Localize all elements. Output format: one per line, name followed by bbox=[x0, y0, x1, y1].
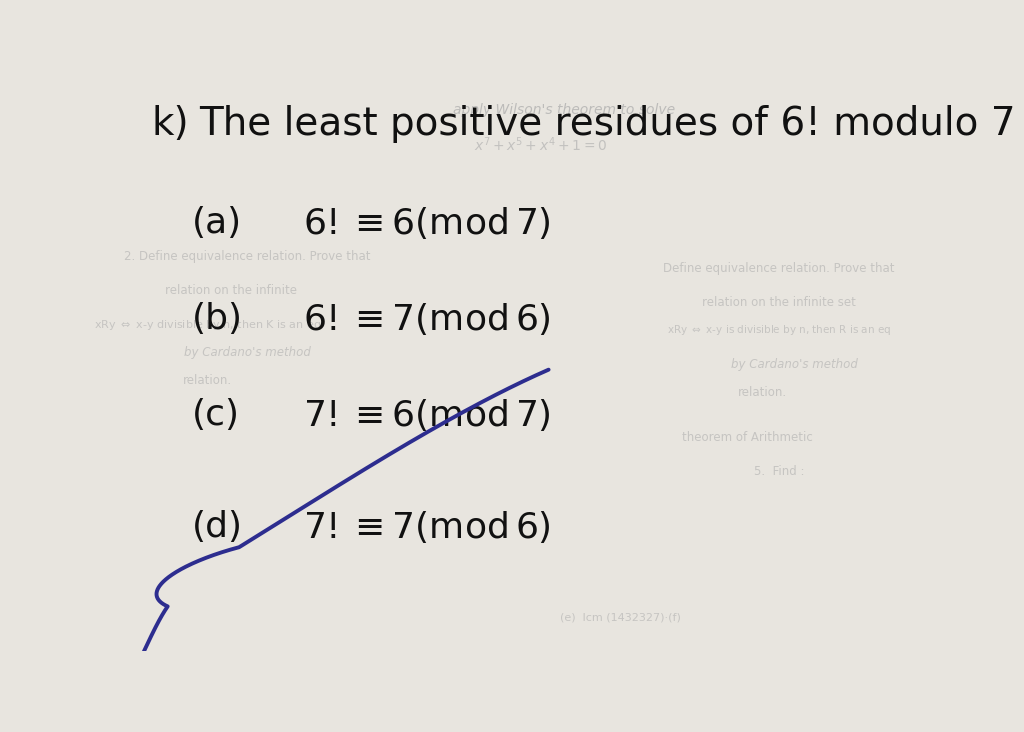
Text: k): k) bbox=[152, 105, 189, 143]
Text: (a): (a) bbox=[191, 206, 242, 240]
Text: Define equivalence relation. Prove that: Define equivalence relation. Prove that bbox=[663, 262, 895, 274]
Text: $7! \equiv 7\left(\mathrm{mod}\,6\right)$: $7! \equiv 7\left(\mathrm{mod}\,6\right)… bbox=[303, 509, 551, 545]
Text: apply Wilson's theorem to solve: apply Wilson's theorem to solve bbox=[454, 103, 676, 117]
Text: $6! \equiv 6\left(\mathrm{mod}\,7\right)$: $6! \equiv 6\left(\mathrm{mod}\,7\right)… bbox=[303, 205, 551, 241]
Text: xRy $\Leftrightarrow$ x-y is divisible by n, then R is an eq: xRy $\Leftrightarrow$ x-y is divisible b… bbox=[667, 324, 891, 337]
Text: relation.: relation. bbox=[183, 375, 231, 387]
Text: $x^7 + x^5 + x^4 + 1 = 0$: $x^7 + x^5 + x^4 + 1 = 0$ bbox=[474, 135, 607, 154]
Text: theorem of Arithmetic: theorem of Arithmetic bbox=[682, 431, 812, 444]
Text: (c): (c) bbox=[191, 397, 240, 432]
Text: relation on the infinite set: relation on the infinite set bbox=[701, 296, 856, 308]
Text: 5.  Find :: 5. Find : bbox=[754, 465, 804, 477]
Text: by Cardano's method: by Cardano's method bbox=[731, 357, 858, 370]
Text: (e)  lcm (1432327)·(f): (e) lcm (1432327)·(f) bbox=[559, 613, 681, 623]
Text: (d): (d) bbox=[191, 510, 243, 545]
Text: (b): (b) bbox=[191, 302, 243, 336]
Text: The least positive residues of 6! modulo 7 is :: The least positive residues of 6! modulo… bbox=[200, 105, 1024, 143]
Text: xRy $\Leftrightarrow$ x-y divisible by n, then K is an eq: xRy $\Leftrightarrow$ x-y divisible by n… bbox=[93, 318, 322, 332]
Text: by Cardano's method: by Cardano's method bbox=[183, 346, 310, 359]
Text: $6! \equiv 7\left(\mathrm{mod}\,6\right)$: $6! \equiv 7\left(\mathrm{mod}\,6\right)… bbox=[303, 301, 551, 337]
Text: relation on the infinite: relation on the infinite bbox=[165, 284, 297, 297]
Text: $7! \equiv 6\left(\mathrm{mod}\,7\right)$: $7! \equiv 6\left(\mathrm{mod}\,7\right)… bbox=[303, 397, 551, 433]
Text: relation.: relation. bbox=[738, 386, 787, 399]
Text: 2. Define equivalence relation. Prove that: 2. Define equivalence relation. Prove th… bbox=[124, 250, 371, 264]
